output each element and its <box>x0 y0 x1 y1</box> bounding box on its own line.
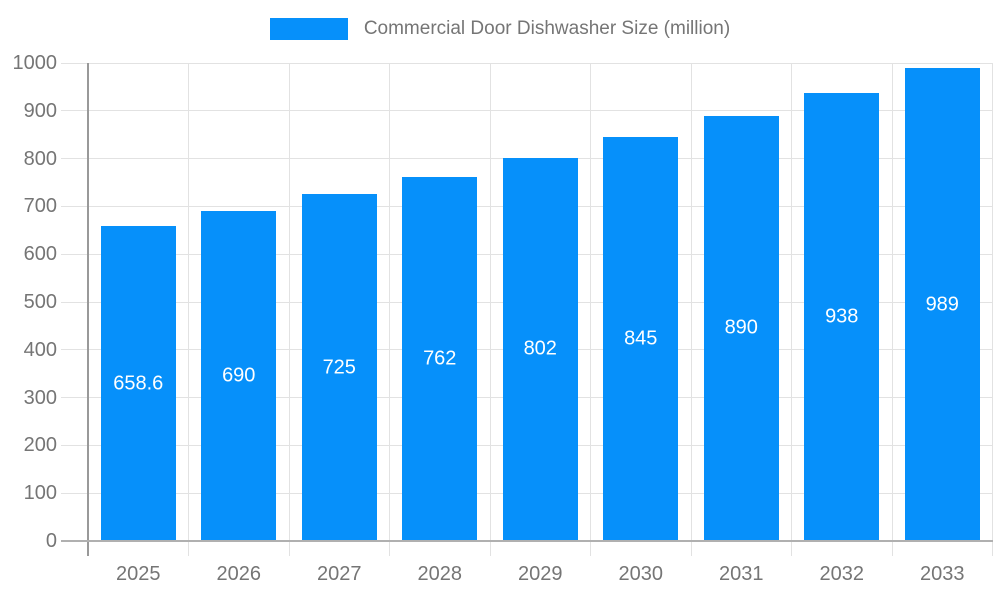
h-gridline <box>88 62 993 64</box>
bar-2027[interactable] <box>301 194 377 541</box>
y-axis-label: 200 <box>23 434 57 457</box>
bar-2026[interactable] <box>201 211 277 541</box>
y-axis-label: 400 <box>23 338 57 361</box>
bar-2025[interactable] <box>100 226 176 541</box>
y-axis-label: 100 <box>23 482 57 505</box>
y-axis-tick <box>61 444 88 446</box>
h-gridline <box>88 110 993 112</box>
bar-2030[interactable] <box>603 137 679 541</box>
y-axis-tick <box>61 62 88 64</box>
v-gridline <box>992 63 993 556</box>
bar-2028[interactable] <box>402 176 478 541</box>
bar-2033[interactable] <box>904 68 980 541</box>
bar-2031[interactable] <box>703 115 779 541</box>
y-axis-label: 800 <box>23 147 57 170</box>
x-axis-label: 2030 <box>618 563 664 585</box>
y-axis-tick <box>61 349 88 351</box>
v-gridline <box>590 63 591 556</box>
bar-value-label: 845 <box>624 327 658 350</box>
v-gridline <box>489 63 491 556</box>
y-axis-label: 600 <box>23 243 57 266</box>
y-axis-tick <box>61 205 88 207</box>
x-axis-label: 2029 <box>518 563 563 585</box>
y-axis-tick <box>61 253 88 255</box>
legend: Commercial Door Dishwasher Size (million… <box>0 18 1000 40</box>
y-axis-line <box>87 63 89 556</box>
x-axis-label: 2027 <box>317 563 362 585</box>
bar-2029[interactable] <box>502 157 578 541</box>
x-axis-label: 2032 <box>819 563 865 585</box>
v-gridline <box>791 63 792 556</box>
x-axis-label: 2031 <box>719 563 764 585</box>
y-axis-label: 900 <box>23 99 57 122</box>
v-gridline <box>891 63 893 556</box>
y-axis-label: 1000 <box>12 52 58 74</box>
bar-value-label: 690 <box>222 364 256 387</box>
y-axis-tick <box>61 301 88 303</box>
v-gridline <box>690 63 692 556</box>
y-axis-label: 0 <box>45 530 57 552</box>
legend-label: Commercial Door Dishwasher Size (million… <box>363 18 731 39</box>
x-axis-label: 2028 <box>417 563 463 585</box>
y-axis-label: 300 <box>23 386 57 409</box>
bar-value-label: 658.6 <box>113 372 164 395</box>
legend-item[interactable]: Commercial Door Dishwasher Size (million… <box>269 18 731 40</box>
y-axis-tick <box>61 158 88 160</box>
x-axis-label: 2026 <box>216 563 262 585</box>
y-axis-label: 500 <box>23 291 57 313</box>
x-axis-label: 2025 <box>116 563 161 585</box>
v-gridline <box>288 63 290 556</box>
y-axis-tick <box>61 397 88 399</box>
bar-value-label: 725 <box>322 356 356 379</box>
v-gridline <box>188 63 189 556</box>
x-axis-label: 2033 <box>920 563 965 585</box>
bar-value-label: 890 <box>724 316 758 339</box>
bar-value-label: 938 <box>825 305 859 328</box>
bar-value-label: 802 <box>523 337 557 360</box>
bar-value-label: 762 <box>423 347 457 370</box>
x-axis-line <box>61 540 993 542</box>
bar-value-label: 989 <box>925 293 959 316</box>
v-gridline <box>389 63 390 556</box>
legend-swatch <box>269 18 348 40</box>
bar-2032[interactable] <box>804 92 880 541</box>
y-axis-label: 700 <box>23 195 57 218</box>
y-axis-tick <box>61 492 88 494</box>
y-axis-tick <box>61 110 88 112</box>
